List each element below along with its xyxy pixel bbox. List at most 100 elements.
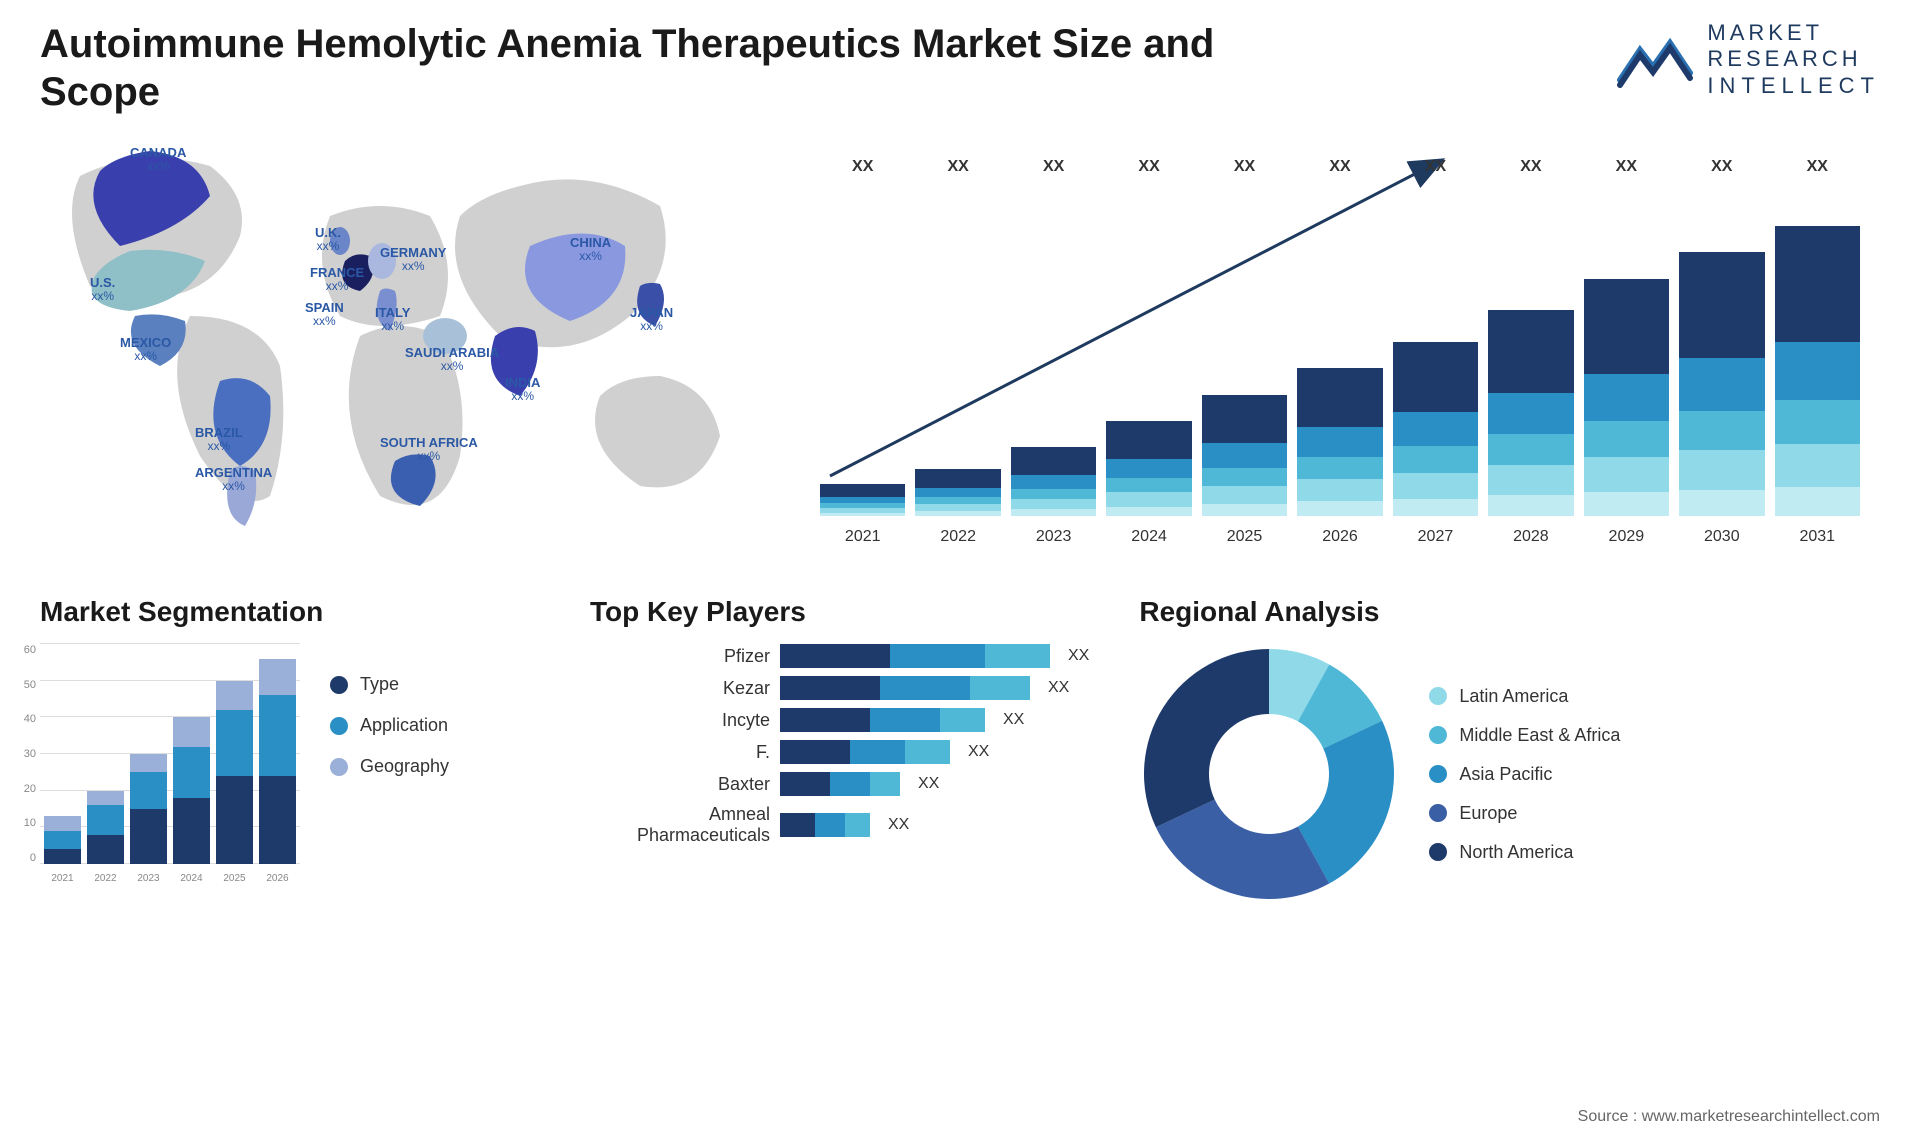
seg-bar-2026 — [259, 644, 296, 864]
map-label-germany: GERMANYxx% — [380, 246, 446, 273]
legend-label: Asia Pacific — [1459, 764, 1552, 785]
seg-bar-2021 — [44, 644, 81, 864]
map-label-italy: ITALYxx% — [375, 306, 410, 333]
seg-bar-seg — [87, 805, 124, 834]
forecast-bar-seg — [1011, 475, 1096, 489]
forecast-bar-seg — [1011, 509, 1096, 516]
forecast-bar-seg — [1679, 450, 1764, 490]
player-row: IncyteXX — [590, 708, 1089, 732]
page-title: Autoimmune Hemolytic Anemia Therapeutics… — [40, 20, 1240, 116]
forecast-bar-2030: XX — [1679, 186, 1764, 516]
forecast-bar-seg — [1775, 400, 1860, 444]
forecast-bar-2023: XX — [1011, 186, 1096, 516]
forecast-bar-seg — [1584, 421, 1669, 457]
seg-ytick: 20 — [16, 783, 36, 795]
player-name: F. — [590, 742, 770, 763]
forecast-chart: XXXXXXXXXXXXXXXXXXXXXX 20212022202320242… — [800, 136, 1880, 556]
seg-xtick: 2021 — [44, 873, 81, 884]
player-bar-seg — [985, 644, 1050, 668]
forecast-bar-seg — [915, 497, 1000, 504]
forecast-bar-seg — [1202, 486, 1287, 504]
forecast-bar-seg — [1297, 427, 1382, 457]
donut-slice — [1144, 649, 1269, 827]
player-bar-seg — [850, 740, 905, 764]
map-label-brazil: BRAZILxx% — [195, 426, 243, 453]
seg-bar-seg — [173, 717, 210, 746]
logo-text: MARKET RESEARCH INTELLECT — [1707, 20, 1880, 99]
players-title: Top Key Players — [590, 596, 1089, 628]
forecast-bar-seg — [915, 469, 1000, 488]
players-chart: PfizerXXKezarXXIncyteXXF.XXBaxterXXAmnea… — [590, 644, 1089, 846]
legend-swatch-icon — [1429, 726, 1447, 744]
map-label-spain: SPAINxx% — [305, 301, 344, 328]
player-bar-seg — [890, 644, 985, 668]
seg-bar-seg — [130, 772, 167, 809]
forecast-bar-seg — [1488, 393, 1573, 434]
forecast-bar-seg — [820, 513, 905, 516]
map-label-india: INDIAxx% — [505, 376, 540, 403]
seg-bar-seg — [216, 710, 253, 776]
seg-bar-seg — [259, 659, 296, 696]
legend-label: Type — [360, 674, 399, 695]
forecast-xtick: 2026 — [1297, 528, 1382, 546]
forecast-bar-label: XX — [1584, 158, 1669, 273]
forecast-bar-seg — [1011, 499, 1096, 509]
regional-legend: Latin AmericaMiddle East & AfricaAsia Pa… — [1429, 686, 1620, 863]
forecast-bar-seg — [1393, 499, 1478, 516]
seg-bar-seg — [130, 754, 167, 772]
forecast-bar-seg — [1297, 368, 1382, 427]
player-row: Amneal PharmaceuticalsXX — [590, 804, 1089, 846]
player-bar-seg — [830, 772, 870, 796]
segmentation-title: Market Segmentation — [40, 596, 540, 628]
player-row: PfizerXX — [590, 644, 1089, 668]
map-label-canada: CANADAxx% — [130, 146, 186, 173]
seg-ytick: 60 — [16, 644, 36, 656]
seg-ytick: 30 — [16, 748, 36, 760]
seg-ytick: 40 — [16, 713, 36, 725]
seg-bar-seg — [44, 816, 81, 831]
forecast-xtick: 2021 — [820, 528, 905, 546]
header: Autoimmune Hemolytic Anemia Therapeutics… — [40, 20, 1880, 116]
player-bar-seg — [780, 813, 815, 837]
player-bar — [780, 772, 900, 796]
seg-bar-seg — [173, 747, 210, 798]
forecast-bar-seg — [1106, 459, 1191, 478]
forecast-xtick: 2022 — [915, 528, 1000, 546]
forecast-xtick: 2029 — [1584, 528, 1669, 546]
forecast-bar-seg — [1393, 412, 1478, 447]
seg-legend-item: Application — [330, 715, 449, 736]
forecast-bar-seg — [1775, 487, 1860, 516]
player-bar-seg — [780, 772, 830, 796]
player-bar — [780, 708, 985, 732]
player-bar-seg — [905, 740, 950, 764]
brand-logo: MARKET RESEARCH INTELLECT — [1615, 20, 1880, 99]
player-bar-seg — [845, 813, 870, 837]
seg-bar-seg — [173, 798, 210, 864]
legend-swatch-icon — [330, 717, 348, 735]
map-label-south-africa: SOUTH AFRICAxx% — [380, 436, 478, 463]
forecast-bar-seg — [1679, 252, 1764, 357]
map-label-u-s-: U.S.xx% — [90, 276, 115, 303]
forecast-bar-seg — [1584, 457, 1669, 493]
legend-label: Geography — [360, 756, 449, 777]
segmentation-panel: Market Segmentation 6050403020100 202120… — [40, 596, 540, 916]
forecast-bar-seg — [1775, 444, 1860, 488]
forecast-bar-seg — [1679, 411, 1764, 451]
player-bar-seg — [780, 740, 850, 764]
forecast-bar-seg — [1202, 504, 1287, 516]
forecast-bar-seg — [1488, 310, 1573, 392]
map-label-mexico: MEXICOxx% — [120, 336, 171, 363]
player-bar — [780, 813, 870, 837]
segmentation-legend: Type Application Geography — [330, 644, 449, 884]
seg-xtick: 2023 — [130, 873, 167, 884]
forecast-bar-seg — [1106, 492, 1191, 506]
map-label-argentina: ARGENTINAxx% — [195, 466, 272, 493]
map-label-france: FRANCExx% — [310, 266, 364, 293]
player-bar — [780, 676, 1030, 700]
seg-bar-seg — [130, 809, 167, 864]
forecast-bar-seg — [1297, 457, 1382, 479]
bottom-row: Market Segmentation 6050403020100 202120… — [40, 596, 1880, 916]
forecast-bar-seg — [915, 504, 1000, 511]
seg-bar-seg — [87, 791, 124, 806]
logo-mark-icon — [1615, 25, 1695, 95]
